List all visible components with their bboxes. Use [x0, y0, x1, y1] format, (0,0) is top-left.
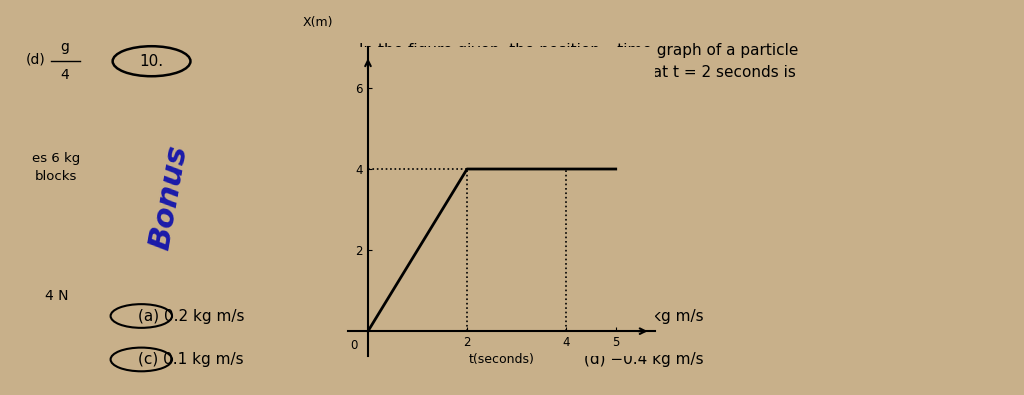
Text: es 6 kg
blocks: es 6 kg blocks — [32, 152, 81, 183]
Text: (d) −0.4 kg m/s: (d) −0.4 kg m/s — [584, 352, 703, 367]
Text: In the figure given, the position – time graph of a particle
of mass 0.1 kg is s: In the figure given, the position – time… — [358, 43, 799, 80]
Text: (d): (d) — [26, 52, 46, 66]
Text: 10.: 10. — [139, 54, 164, 69]
Text: 0: 0 — [350, 339, 357, 352]
Text: (a) 0.2 kg m/s: (a) 0.2 kg m/s — [138, 308, 245, 324]
Text: g: g — [60, 40, 69, 55]
Text: Bonus: Bonus — [145, 143, 193, 252]
Text: (b) −0.2 kg m/s: (b) −0.2 kg m/s — [584, 308, 703, 324]
Y-axis label: X(m): X(m) — [302, 16, 333, 29]
Text: 4: 4 — [60, 68, 69, 82]
Text: 4 N: 4 N — [45, 289, 68, 303]
Point — [45, 59, 57, 64]
Text: (c) 0.1 kg m/s: (c) 0.1 kg m/s — [138, 352, 244, 367]
X-axis label: t(seconds): t(seconds) — [469, 353, 535, 366]
Point — [74, 59, 86, 64]
